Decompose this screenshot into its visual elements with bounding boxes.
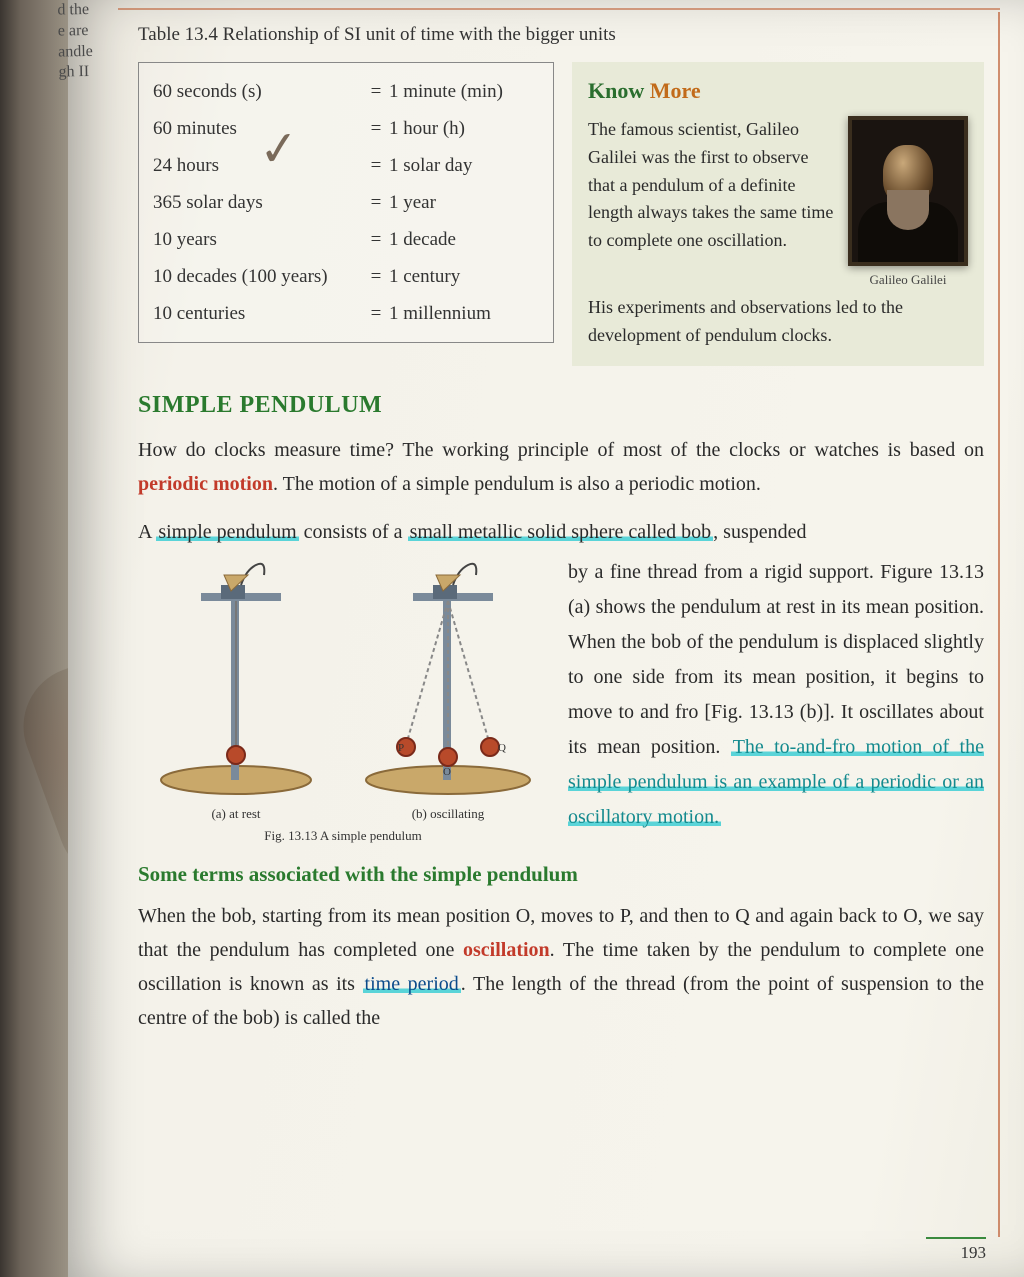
svg-text:O: O [443, 766, 451, 778]
unit-left: 10 centuries [153, 295, 363, 332]
equals-sign: = [363, 147, 389, 184]
margin-line: d the [57, 0, 117, 21]
pendulum-oscillating-svg: P O Q [348, 555, 548, 795]
figure-and-text-wrap: (a) at rest P [138, 555, 984, 844]
para1-text-a: How do clocks measure time? The working … [138, 439, 984, 461]
time-period-term: time period [363, 973, 461, 995]
know-more-word1: Know [588, 78, 650, 103]
subsection-heading: Some terms associated with the simple pe… [138, 862, 984, 887]
table-row: 60 minutes=1 hour (h) [153, 110, 539, 147]
equals-sign: = [363, 221, 389, 258]
figure-row: (a) at rest P [138, 555, 548, 822]
paragraph-1: How do clocks measure time? The working … [138, 433, 984, 501]
know-more-body: The famous scientist, Galileo Galilei wa… [588, 116, 968, 290]
figure-main-caption: Fig. 13.13 A simple pendulum [138, 828, 548, 844]
checkmark-annotation: ✓ [255, 101, 303, 198]
previous-page-margin-text: d the e are andle gh II [57, 0, 118, 84]
portrait-caption: Galileo Galilei [848, 270, 968, 290]
para2-b: consists of a [299, 521, 408, 543]
unit-right: 1 year [389, 184, 539, 221]
portrait-beard-shape [887, 190, 929, 230]
bob-term: small metallic solid sphere called bob [408, 521, 714, 543]
svg-text:P: P [398, 742, 404, 754]
paragraph-2-body: by a fine thread from a rigid support. F… [568, 555, 984, 835]
equals-sign: = [363, 295, 389, 332]
margin-line: gh II [58, 62, 118, 84]
textbook-page: d the e are andle gh II Table 13.4 Relat… [68, 0, 1024, 1277]
figure-b: P O Q (b) oscillating [348, 555, 548, 822]
table-row: 10 years=1 decade [153, 221, 539, 258]
unit-left: 10 years [153, 221, 363, 258]
figure-caption-a: (a) at rest [138, 806, 334, 822]
table-row: 10 centuries=1 millennium [153, 295, 539, 332]
para2-a: A [138, 521, 156, 543]
unit-left: 365 solar days [153, 184, 363, 221]
galileo-portrait [848, 116, 968, 266]
know-more-heading: Know More [588, 74, 968, 108]
pendulum-rest-svg [146, 555, 326, 795]
page-right-rule [998, 12, 1000, 1237]
para2-c: , suspended [713, 521, 806, 543]
figure-caption-b: (b) oscillating [348, 806, 548, 822]
know-more-text1: The famous scientist, Galileo Galilei wa… [588, 119, 833, 251]
unit-right: 1 millennium [389, 295, 539, 332]
margin-line: andle [58, 41, 118, 63]
para1-text-b: . The motion of a simple pendulum is als… [273, 473, 761, 495]
section-heading: SIMPLE PENDULUM [138, 392, 984, 419]
unit-right: 1 century [389, 258, 539, 295]
margin-line: e are [58, 20, 118, 42]
table-row: 10 decades (100 years)=1 century [153, 258, 539, 295]
know-more-word2: More [650, 78, 701, 103]
know-more-text2: His experiments and observations led to … [588, 294, 968, 350]
oscillation-term: oscillation [463, 939, 550, 961]
wrap-text-a: by a fine thread from a rigid support. F… [568, 561, 984, 758]
time-units-table: ✓ 60 seconds (s)=1 minute (min) 60 minut… [138, 62, 554, 343]
equals-sign: = [363, 184, 389, 221]
pendulum-figure: (a) at rest P [138, 555, 548, 844]
unit-right: 1 solar day [389, 147, 539, 184]
page-top-rule [118, 8, 1000, 10]
unit-left: 10 decades (100 years) [153, 258, 363, 295]
unit-right: 1 hour (h) [389, 110, 539, 147]
portrait-block: Galileo Galilei [848, 116, 968, 290]
know-more-text: The famous scientist, Galileo Galilei wa… [588, 116, 836, 290]
top-content-row: ✓ 60 seconds (s)=1 minute (min) 60 minut… [138, 62, 984, 366]
table-row: 365 solar days=1 year [153, 184, 539, 221]
book-spine-shadow [0, 0, 68, 1277]
table-row: 24 hours=1 solar day [153, 147, 539, 184]
svg-text:Q: Q [498, 742, 506, 754]
simple-pendulum-term: simple pendulum [156, 521, 298, 543]
table-caption: Table 13.4 Relationship of SI unit of ti… [138, 22, 984, 48]
periodic-motion-term: periodic motion [138, 473, 273, 495]
equals-sign: = [363, 110, 389, 147]
unit-left: 24 hours [153, 147, 363, 184]
page-number: 193 [926, 1237, 986, 1263]
figure-a: (a) at rest [138, 555, 334, 822]
paragraph-3: When the bob, starting from its mean pos… [138, 899, 984, 1035]
unit-right: 1 decade [389, 221, 539, 258]
table-row: 60 seconds (s)=1 minute (min) [153, 73, 539, 110]
know-more-box: Know More The famous scientist, Galileo … [572, 62, 984, 366]
paragraph-2-lead: A simple pendulum consists of a small me… [138, 515, 984, 549]
unit-right: 1 minute (min) [389, 73, 539, 110]
equals-sign: = [363, 73, 389, 110]
equals-sign: = [363, 258, 389, 295]
